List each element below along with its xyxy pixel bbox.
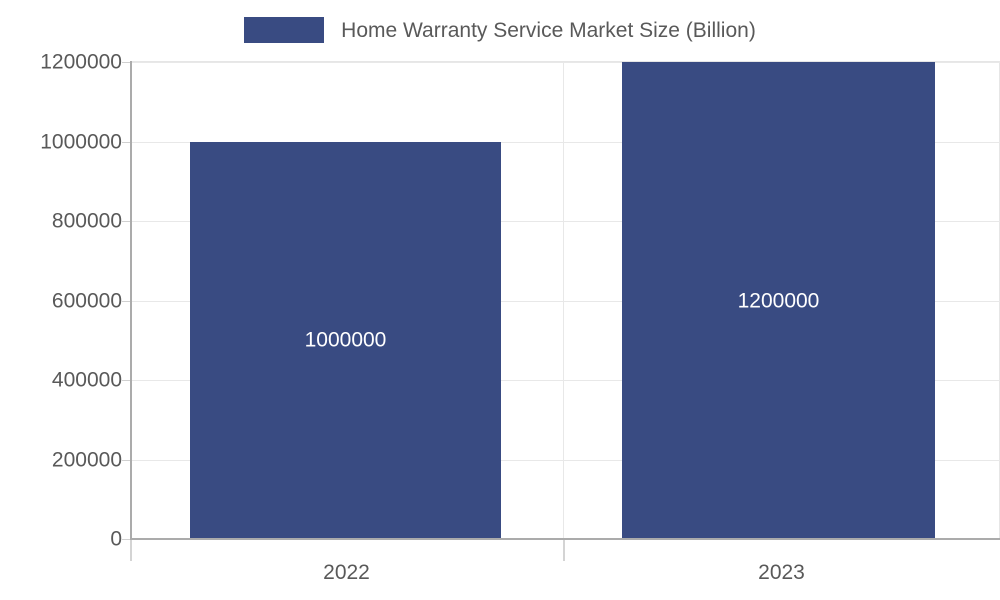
bar-label-2022: 1000000 <box>304 328 387 352</box>
y-tick-label-0: 0 <box>110 527 122 551</box>
gridline-800000 <box>130 221 1000 222</box>
plot-top-border <box>130 61 1000 62</box>
x-tick-mark-left <box>130 540 132 561</box>
y-axis-line <box>130 61 132 540</box>
y-tick-mark-800000 <box>122 221 131 222</box>
bar-2022[interactable]: 1000000 <box>190 141 501 539</box>
gridline-1200000 <box>130 62 1000 63</box>
y-tick-label-1200000: 1200000 <box>40 50 122 74</box>
gridline-600000 <box>130 300 1000 302</box>
y-tick-label-1000000: 1000000 <box>40 130 122 153</box>
x-axis-label-2023: 2023 <box>758 561 805 584</box>
y-tick-label-200000: 200000 <box>51 448 122 471</box>
y-tick-mark-600000 <box>122 300 131 302</box>
gridline-200000 <box>130 459 1000 461</box>
y-tick-mark-200000 <box>122 459 131 461</box>
x-axis-label-2022: 2022 <box>323 561 370 584</box>
gridline-1000000 <box>130 141 1000 143</box>
gridline-category-divider <box>563 62 564 539</box>
plot-area: 1000000 1200000 <box>130 61 1000 539</box>
legend-label-home-warranty-service-market-size[interactable]: Home Warranty Service Market Size (Billi… <box>341 18 756 42</box>
x-axis-line <box>130 538 1000 540</box>
y-tick-label-400000: 400000 <box>51 368 122 392</box>
y-tick-mark-1000000 <box>122 141 131 143</box>
chart-legend: Home Warranty Service Market Size (Billi… <box>0 12 1000 48</box>
bar-label-2023: 1200000 <box>737 289 820 312</box>
legend-swatch-home-warranty-service-market-size[interactable] <box>244 17 325 43</box>
y-tick-label-600000: 600000 <box>51 289 122 312</box>
x-tick-mark-divider <box>563 540 565 561</box>
y-tick-mark-0 <box>122 539 131 540</box>
bar-2023[interactable]: 1200000 <box>622 62 935 539</box>
gridline-400000 <box>130 380 1000 381</box>
y-tick-label-800000: 800000 <box>51 209 122 233</box>
y-tick-mark-400000 <box>122 380 131 381</box>
y-tick-mark-1200000 <box>122 62 131 63</box>
